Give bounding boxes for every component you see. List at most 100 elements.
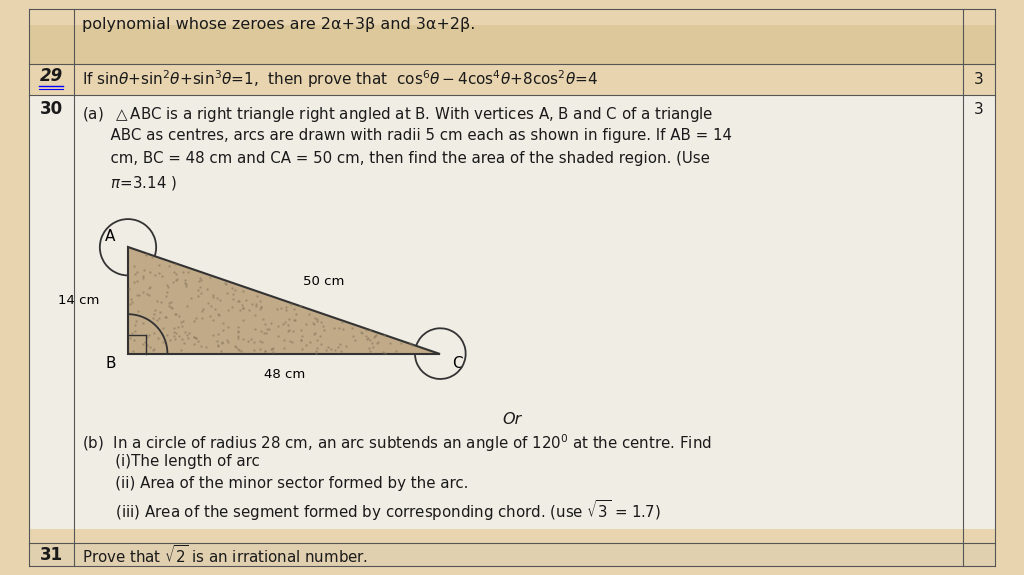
Point: [141, 342, 158, 351]
Point: [167, 309, 183, 319]
Point: [152, 307, 168, 316]
Point: [358, 334, 375, 343]
Point: [181, 329, 198, 338]
Point: [242, 305, 258, 315]
Point: [141, 331, 158, 340]
Point: [220, 305, 237, 315]
Text: polynomial whose zeroes are 2α+3β and 3α+2β.: polynomial whose zeroes are 2α+3β and 3α…: [82, 17, 475, 32]
Point: [263, 344, 280, 354]
Point: [136, 266, 153, 275]
Text: 3: 3: [974, 102, 984, 117]
Point: [173, 346, 189, 355]
Point: [252, 336, 268, 346]
Point: [261, 324, 278, 333]
Point: [282, 337, 298, 346]
Point: [230, 346, 247, 355]
Point: [194, 306, 210, 315]
Point: [283, 299, 299, 308]
Point: [225, 294, 242, 304]
Point: [257, 347, 273, 356]
Text: Prove that $\sqrt{2}$ is an irrational number.: Prove that $\sqrt{2}$ is an irrational n…: [82, 544, 368, 566]
Point: [150, 316, 166, 325]
Point: [175, 267, 191, 277]
Point: [243, 334, 259, 343]
Text: 29: 29: [40, 67, 62, 86]
Point: [166, 328, 182, 337]
Point: [232, 305, 249, 315]
Point: [213, 338, 229, 347]
Point: [130, 290, 146, 300]
Point: [148, 296, 165, 305]
Point: [227, 341, 244, 350]
Point: [164, 304, 180, 313]
Point: [257, 346, 273, 355]
Point: [307, 314, 324, 323]
Point: [238, 295, 254, 304]
Point: [211, 310, 227, 319]
Point: [224, 289, 241, 298]
Point: [388, 346, 404, 355]
Point: [293, 335, 309, 344]
Point: [177, 328, 194, 337]
Point: [326, 324, 342, 333]
Point: [281, 326, 297, 335]
Point: [248, 299, 264, 308]
Point: [233, 301, 250, 310]
Point: [312, 340, 329, 349]
Point: [187, 313, 204, 323]
Point: [129, 267, 145, 276]
Point: [210, 309, 226, 319]
Point: [401, 339, 418, 348]
Point: [258, 328, 274, 338]
Point: [252, 296, 268, 305]
Point: [126, 335, 142, 344]
Point: [268, 304, 285, 313]
Point: [162, 336, 178, 345]
Point: [357, 325, 374, 335]
Point: [188, 334, 205, 343]
Point: [323, 344, 339, 354]
Point: [269, 331, 286, 340]
Point: [344, 324, 360, 333]
Point: [265, 343, 282, 352]
Point: [301, 310, 317, 319]
Point: [377, 348, 393, 358]
Point: [305, 329, 322, 339]
Text: ABC as centres, arcs are drawn with radii 5 cm each as shown in figure. If AB = : ABC as centres, arcs are drawn with radi…: [82, 128, 732, 143]
Point: [404, 340, 421, 349]
Point: [219, 322, 236, 331]
Point: [309, 314, 326, 323]
Point: [151, 261, 167, 270]
Point: [193, 275, 209, 285]
Text: 48 cm: 48 cm: [263, 368, 305, 381]
Point: [293, 325, 309, 334]
Point: [127, 326, 143, 335]
Point: [315, 325, 332, 335]
Text: 3: 3: [974, 72, 984, 87]
Point: [134, 271, 151, 280]
Point: [293, 335, 309, 344]
Point: [376, 331, 392, 340]
Text: (i)The length of arc: (i)The length of arc: [82, 454, 260, 469]
Point: [129, 277, 145, 286]
Point: [253, 302, 269, 312]
Point: [255, 314, 271, 323]
Point: [213, 346, 229, 355]
Point: [194, 313, 210, 323]
Point: [185, 339, 202, 348]
Point: [159, 331, 175, 340]
Point: [128, 290, 144, 300]
Point: [246, 338, 262, 347]
Point: [166, 259, 182, 269]
Point: [279, 302, 295, 312]
Point: [313, 317, 330, 326]
Point: [135, 319, 152, 328]
Point: [335, 325, 351, 334]
Point: [144, 313, 161, 322]
Point: [175, 316, 191, 325]
Point: [309, 335, 326, 344]
Point: [265, 347, 282, 356]
Point: [234, 316, 251, 325]
Point: [229, 296, 246, 305]
Point: [146, 328, 163, 338]
